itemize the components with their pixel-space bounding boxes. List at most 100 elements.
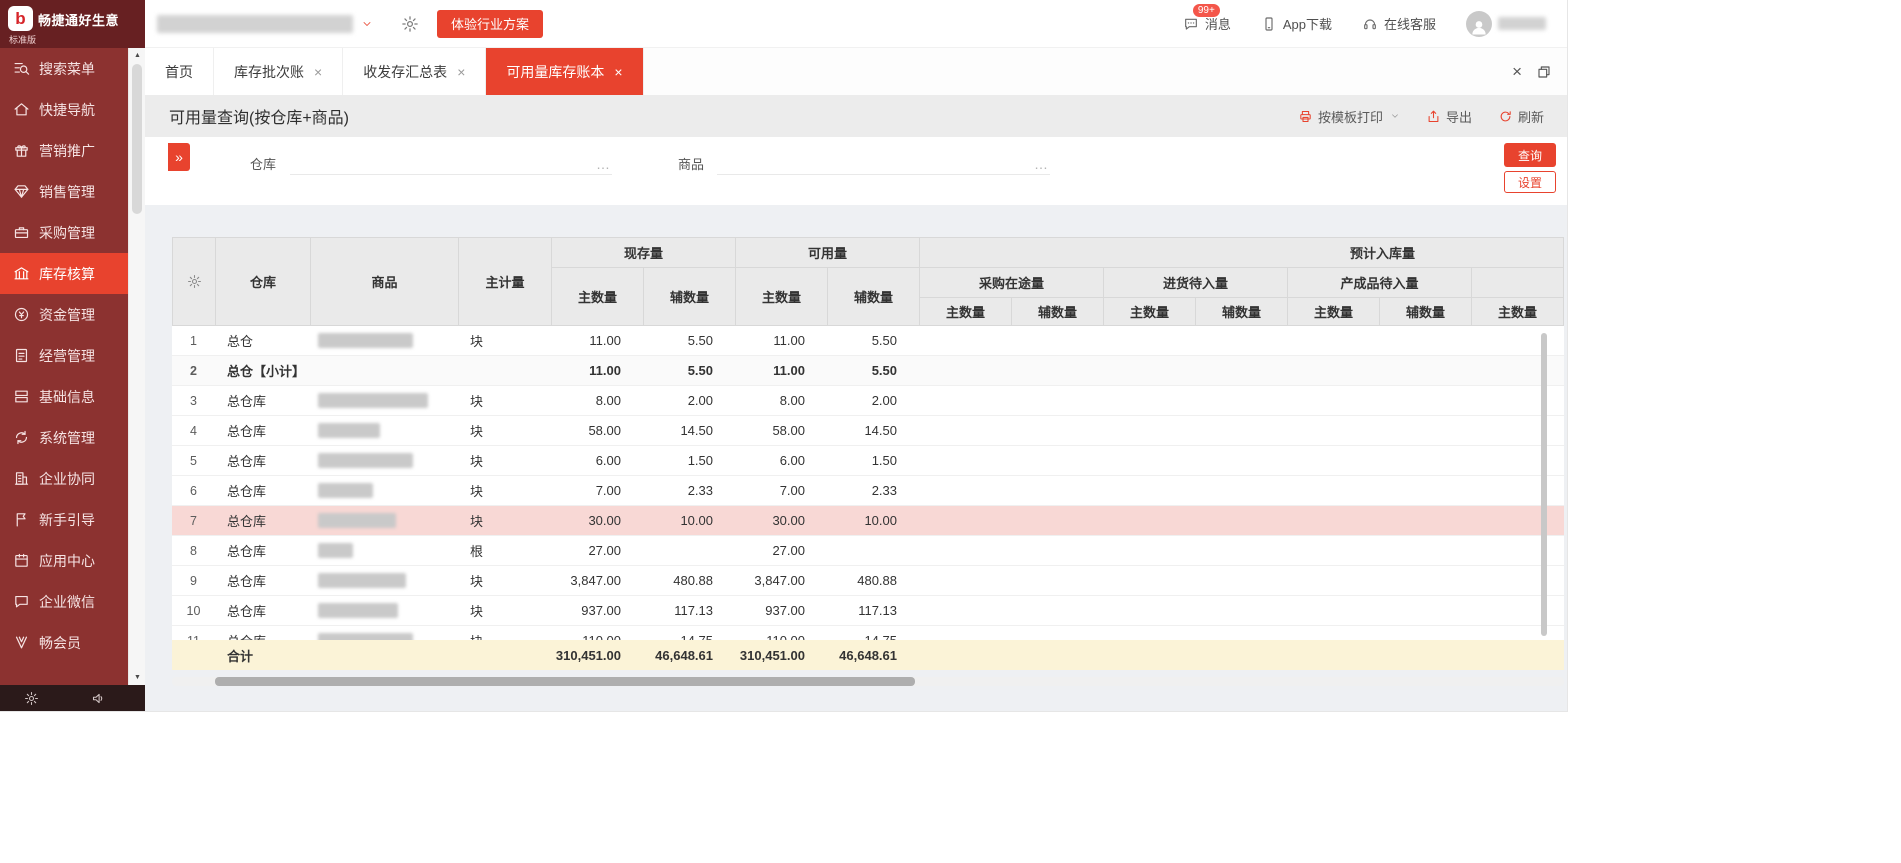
cell-warehouse: 总仓库 [227,574,267,589]
cell-qty: 30.00 [588,513,621,528]
scroll-down-icon[interactable]: ▼ [134,674,141,681]
table-row[interactable]: 9 总仓库 块 3,847.00 480.88 3,847.00 480.88 [172,566,1564,596]
tab-inout-summary[interactable]: 收发存汇总表 × [343,48,487,95]
cell-qty: 14.50 [864,423,897,438]
cell-qty: 1.50 [687,453,713,468]
tab-available-ledger[interactable]: 可用量库存账本 × [486,48,644,95]
sidebar-item-label: 基础信息 [39,388,95,405]
header-cell: 可用量 [736,238,920,268]
sidebar-item-member[interactable]: 畅会员 [0,622,128,663]
organization-select[interactable] [157,9,387,39]
sidebar-item-purchase[interactable]: 采购管理 [0,212,128,253]
header-cell: 主数量 [736,268,828,326]
table-row[interactable]: 4 总仓库 块 58.00 14.50 58.00 14.50 [172,416,1564,446]
cell-qty [1195,446,1287,475]
cell-qty: 7.00 [595,483,621,498]
sidebar-scrollbar-thumb[interactable] [132,64,142,214]
gem-icon [13,183,30,200]
settings-button[interactable]: 设置 [1504,171,1556,193]
table-row[interactable]: 3 总仓库 块 8.00 2.00 8.00 2.00 [172,386,1564,416]
cell-warehouse: 总仓库 [215,626,310,640]
tab-batch-ledger[interactable]: 库存批次账 × [214,48,344,95]
table-row[interactable]: 6 总仓库 块 7.00 2.33 7.00 2.33 [172,476,1564,506]
cell-qty [1011,416,1103,445]
table-row[interactable]: 8 总仓库 根 27.00 27.00 [172,536,1564,566]
product-picker-button[interactable]: … [1034,156,1048,172]
tab-close-icon[interactable]: × [614,63,623,80]
table-row[interactable]: 2 总仓【小计】 11.00 5.50 11.00 5.50 [172,356,1564,386]
gear-icon[interactable] [401,15,419,33]
cell-warehouse: 总仓库 [227,394,267,409]
cell-qty [919,326,1011,355]
cell-qty: 3,847.00 [570,573,621,588]
sidebar-item-app-center[interactable]: 应用中心 [0,540,128,581]
row-index: 5 [190,453,197,468]
horizontal-scrollbar-thumb[interactable] [215,677,915,686]
table-row[interactable]: 7 总仓库 块 30.00 10.00 30.00 10.00 [172,506,1564,536]
tab-close-icon[interactable]: × [314,63,323,80]
trial-solution-button[interactable]: 体验行业方案 [437,9,544,38]
warehouse-picker-button[interactable]: … [596,156,610,172]
sidebar-item-system[interactable]: 系统管理 [0,417,128,458]
redacted-product-name [318,483,373,498]
header-cell: 主数量 [1104,298,1196,326]
redacted-product-name [318,543,353,558]
sidebar-item-marketing[interactable]: 营销推广 [0,130,128,171]
sidebar-item-sales[interactable]: 销售管理 [0,171,128,212]
cell-qty [1011,386,1103,415]
cell-qty [1471,446,1563,475]
tab-actions-icon[interactable] [1536,48,1552,95]
messages-button[interactable]: 消息 99+ [1183,3,1231,33]
sidebar-item-inventory[interactable]: 库存核算 [0,253,128,294]
vertical-scrollbar[interactable] [1541,333,1547,636]
sidebar-item-label: 销售管理 [39,183,95,200]
expand-filter-button[interactable]: » [168,143,190,171]
sidebar-item-wecom[interactable]: 企业微信 [0,581,128,622]
sidebar-scrollbar[interactable]: ▲ ▼ [128,48,145,685]
scroll-up-icon[interactable]: ▲ [134,52,141,59]
cell-qty: 937.00 [581,603,621,618]
cell-qty [1103,356,1195,385]
table-row[interactable]: 5 总仓库 块 6.00 1.50 6.00 1.50 [172,446,1564,476]
redacted-organization-name [157,14,353,33]
cell-qty [919,596,1011,625]
horizontal-scrollbar[interactable] [172,677,1564,686]
warehouse-filter-input[interactable]: … [290,147,612,175]
print-by-template-button[interactable]: 按模板打印 [1298,107,1400,126]
close-tabs-button[interactable]: × [1512,61,1522,81]
building-icon [13,470,30,487]
tab-close-icon[interactable]: × [457,63,466,80]
sidebar-item-quick-nav[interactable]: 快捷导航 [0,89,128,130]
cell-qty: 117.13 [858,603,897,618]
grid-calendar-icon [13,552,30,569]
sidebar-item-operation[interactable]: 经营管理 [0,335,128,376]
messages-label: 消息 [1204,17,1231,32]
home-icon [13,101,30,118]
sidebar-item-collaboration[interactable]: 企业协同 [0,458,128,499]
query-button[interactable]: 查询 [1504,143,1556,167]
sidebar-item-label: 搜索菜单 [39,60,95,77]
sidebar-item-funds[interactable]: 资金管理 [0,294,128,335]
user-account[interactable] [1466,10,1546,37]
cell-qty [1287,626,1379,640]
sidebar-item-basic-info[interactable]: 基础信息 [0,376,128,417]
app-download-button[interactable]: App下载 [1261,14,1332,33]
table-row[interactable]: 10 总仓库 块 937.00 117.13 937.00 117.13 [172,596,1564,626]
v-member-icon [13,634,30,651]
data-table: 仓库 商品 主计量 现存量 可用量 预计入库量 主数量 辅数量 主数量 辅数量 采购在途量 进货待入量… [172,237,1566,686]
column-settings-button[interactable] [173,238,216,326]
online-service-button[interactable]: 在线客服 [1362,14,1436,33]
sidebar-item-guide[interactable]: 新手引导 [0,499,128,540]
cell-qty: 11.00 [773,363,805,378]
tab-home[interactable]: 首页 [145,48,214,95]
sidebar-item-search[interactable]: 搜索菜单 [0,48,128,89]
cell-qty [1195,596,1287,625]
settings-gear-icon[interactable] [24,691,39,706]
table-row[interactable]: 1 总仓 块 11.00 5.50 11.00 5.50 [172,326,1564,356]
cell-qty [1471,386,1563,415]
speaker-icon[interactable] [91,691,106,706]
refresh-button[interactable]: 刷新 [1498,107,1544,126]
export-button[interactable]: 导出 [1426,107,1472,126]
product-filter-input[interactable]: … [717,147,1050,175]
